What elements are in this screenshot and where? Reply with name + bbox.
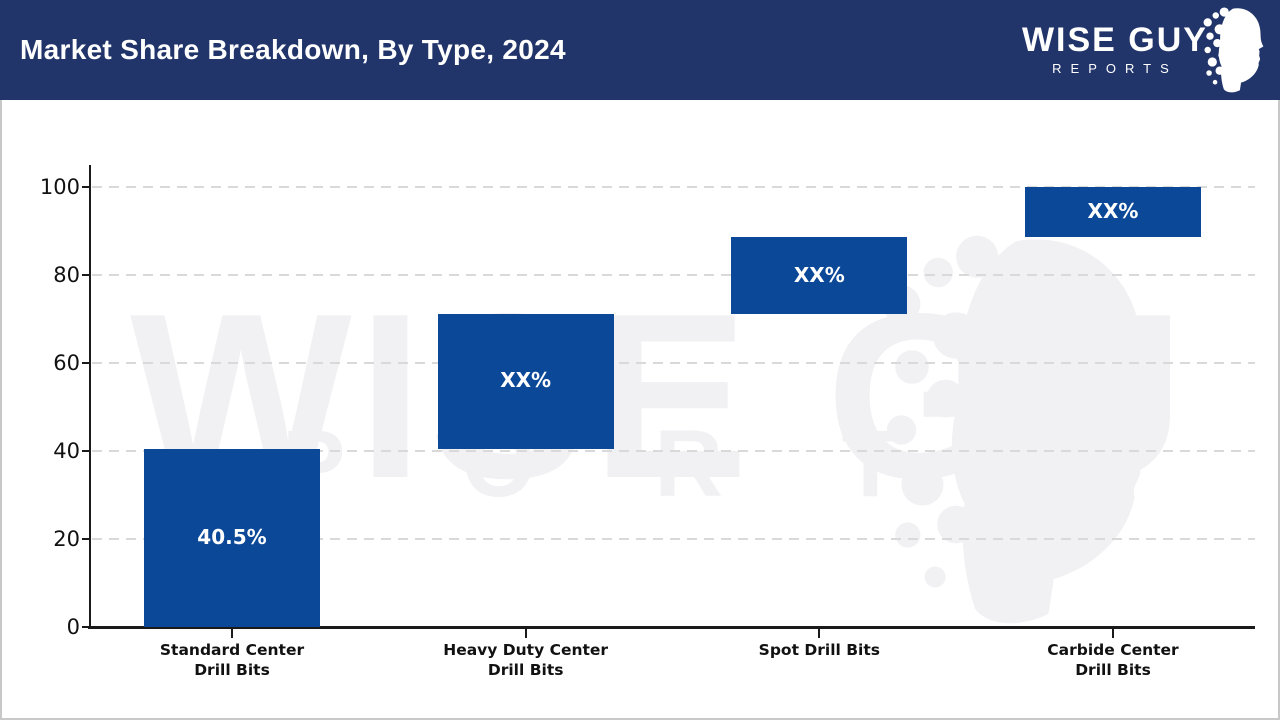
y-tick-label-80: 80	[53, 262, 80, 287]
gridline-100	[92, 185, 1255, 188]
y-tick-0	[82, 626, 90, 628]
x-axis	[88, 626, 1255, 629]
logo-text: WISE GUY REPORTS	[1022, 22, 1208, 78]
category-label-heavy-duty-center-drill-bits: Heavy Duty Center Drill Bits	[443, 641, 609, 679]
y-tick-label-60: 60	[53, 350, 80, 375]
gridline-20	[92, 537, 1255, 540]
y-tick-60	[82, 361, 90, 364]
x-tick-3	[818, 629, 821, 638]
y-tick-40	[82, 449, 90, 452]
page-title: Market Share Breakdown, By Type, 2024	[20, 34, 566, 65]
waterfall-chart: 0 20 40 60 80 100 40.5% Standard Center Drill Bi…	[2, 100, 1278, 718]
watermark-text-line2: P O R T S	[282, 411, 1128, 517]
bar-standard-center-drill-bits	[144, 448, 320, 627]
bar-spot-drill-bits	[731, 237, 908, 315]
category-label-carbide-center-drill-bits: Carbide Center Drill Bits	[1047, 641, 1179, 679]
header: Market Share Breakdown, By Type, 2024 WI…	[0, 0, 1280, 100]
logo-subtext: REPORTS	[1052, 61, 1178, 76]
bar-value-label-3: XX%	[793, 262, 845, 287]
x-tick-1	[231, 629, 233, 638]
y-tick-label-100: 100	[39, 174, 80, 199]
x-tick-4	[1112, 629, 1114, 638]
category-label-standard-center-drill-bits: Standard Center Drill Bits	[159, 641, 305, 679]
logo-wordmark: WISE GUY	[1021, 21, 1208, 59]
y-axis	[89, 165, 91, 629]
y-tick-label-0: 0	[66, 615, 80, 639]
x-tick-2	[524, 629, 527, 638]
y-tick-label-20: 20	[53, 526, 80, 551]
bar-carbide-center-drill-bits	[1025, 186, 1201, 238]
wise-guy-reports-logo: WISE GUY REPORTS	[1022, 4, 1272, 96]
bar-value-label-1: 40.5%	[197, 524, 267, 549]
y-tick-20	[82, 537, 90, 540]
bar-value-label-4: XX%	[1087, 198, 1139, 223]
gridline-40	[92, 449, 1255, 452]
gridline-80	[92, 273, 1255, 276]
bar-value-label-2: XX%	[500, 368, 552, 393]
bar-heavy-duty-center-drill-bits	[437, 314, 614, 449]
logo-face-icon	[1203, 7, 1264, 93]
y-tick-100	[82, 185, 90, 188]
chart-card: WISE GU P O R T S 0 20 40 60 80 100 40.5% Stand…	[0, 100, 1280, 720]
y-tick-80	[82, 273, 90, 276]
y-tick-label-40: 40	[53, 438, 80, 463]
watermark-face-icon	[882, 235, 1156, 624]
category-label-spot-drill-bits: Spot Drill Bits	[758, 641, 880, 659]
gridline-60	[92, 361, 1255, 364]
